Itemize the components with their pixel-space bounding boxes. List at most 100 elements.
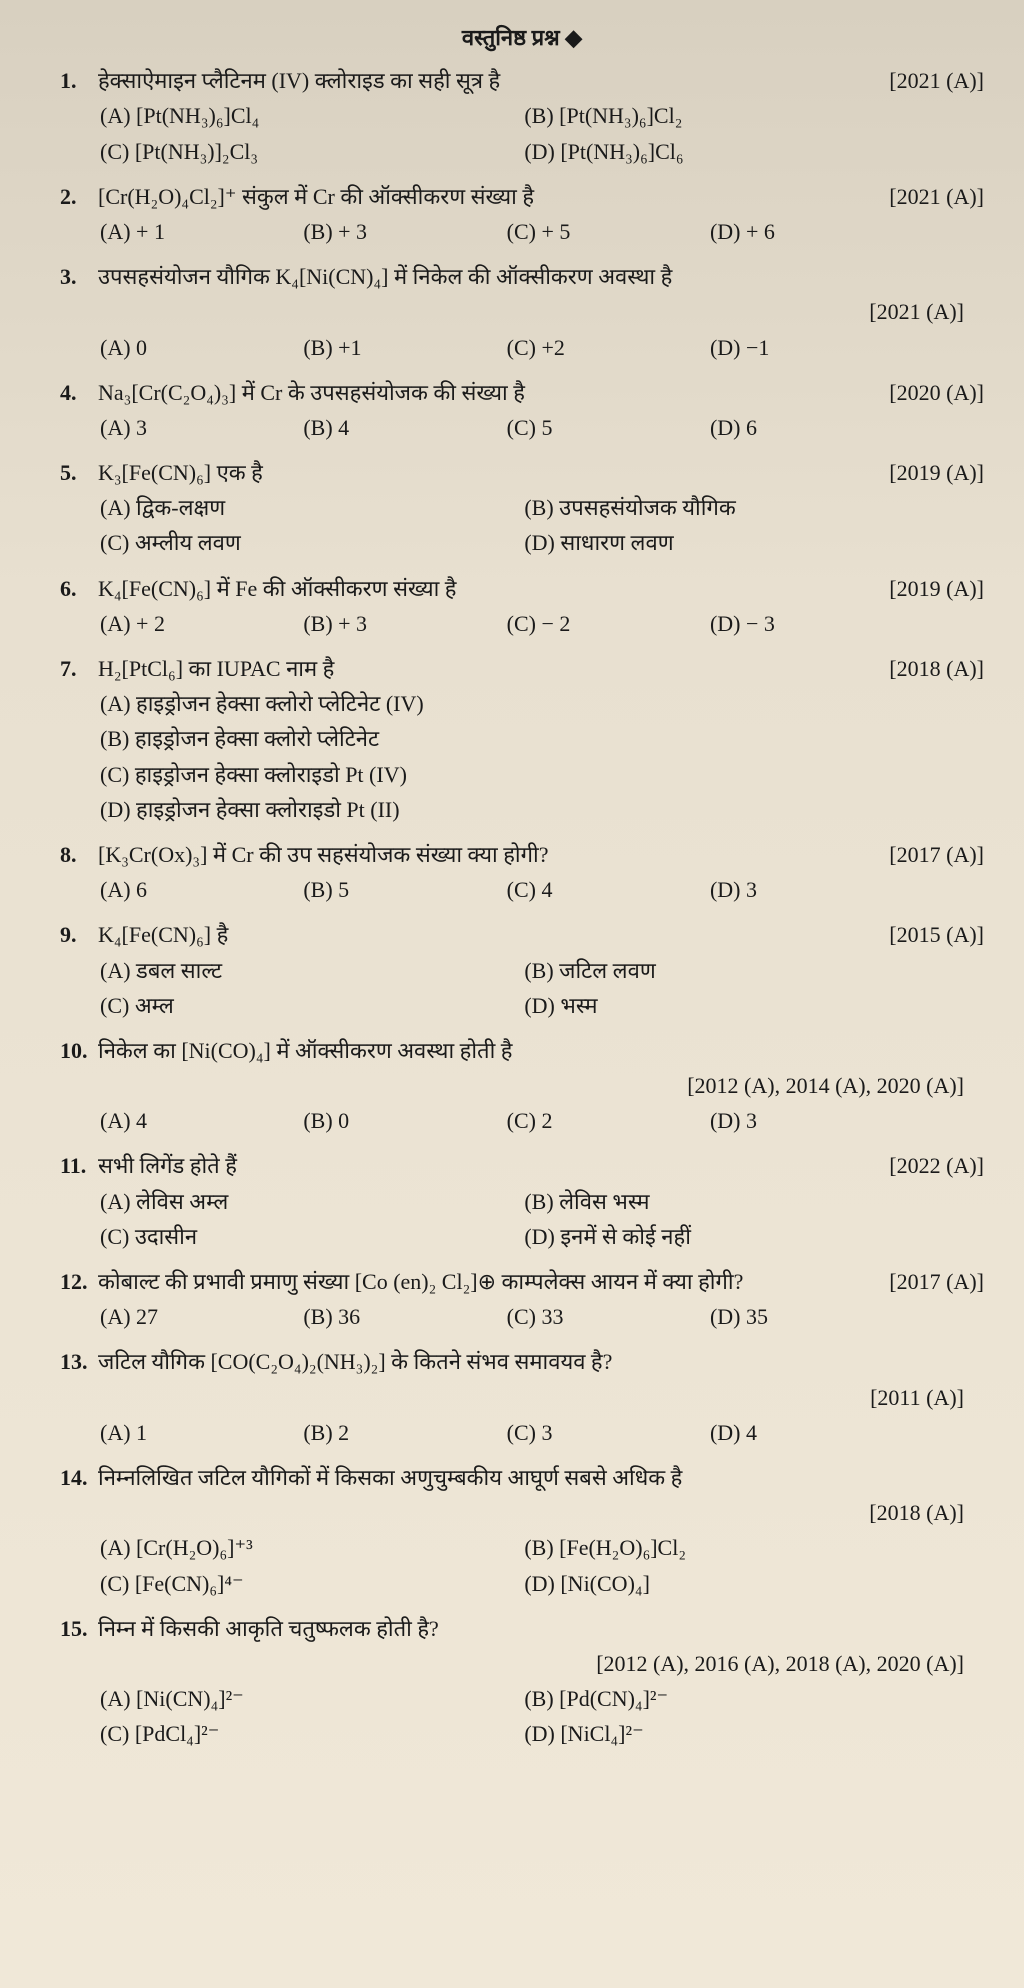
option: (B) [Pd(CN)₄]²⁻	[524, 1681, 948, 1716]
option-label: (C)	[100, 1571, 135, 1596]
option-text: 3	[136, 415, 147, 440]
option-label: (A)	[100, 958, 136, 983]
question-year: [2015 (A)]	[889, 917, 984, 952]
question-year: [2021 (A)]	[889, 63, 984, 98]
question-text-row: 1.हेक्साऐमाइन प्लैटिनम (IV) क्लोराइड का …	[60, 63, 984, 98]
question: 4.Na₃[Cr(C₂O₄)₃] में Cr के उपसहसंयोजक की…	[60, 375, 984, 445]
option: (C) [Pt(NH₃)]₂Cl₃	[100, 134, 524, 169]
option-label: (C)	[100, 139, 135, 164]
option: (B) जटिल लवण	[524, 953, 948, 988]
option-text: +1	[338, 335, 361, 360]
option: (D) हाइड्रोजन हेक्सा क्लोराइडो Pt (II)	[100, 792, 984, 827]
option: (D) साधारण लवण	[524, 525, 948, 560]
option-label: (C)	[100, 1721, 135, 1746]
option: (D) 4	[710, 1415, 913, 1450]
option: (A) [Pt(NH₃)₆]Cl₄	[100, 98, 524, 133]
options-container: (A) 0(B) +1(C) +2(D) −1	[60, 330, 984, 365]
option-label: (D)	[100, 797, 136, 822]
question: 15.निम्न में किसकी आकृति चतुष्फलक होती ह…	[60, 1611, 984, 1752]
question: 2.[Cr(H₂O)₄Cl₂]⁺ संकुल में Cr की ऑक्सीकर…	[60, 179, 984, 249]
question-text-row: 12.कोबाल्ट की प्रभावी प्रमाणु संख्या [Co…	[60, 1264, 984, 1299]
option: (A) डबल साल्ट	[100, 953, 524, 988]
options-container: (A) द्विक-लक्षण(B) उपसहसंयोजक यौगिक(C) अ…	[60, 490, 984, 560]
option: (A) द्विक-लक्षण	[100, 490, 524, 525]
option-text: [Pt(NH₃)]₂Cl₃	[135, 139, 258, 164]
option-label: (D)	[524, 1721, 560, 1746]
option: (A) + 1	[100, 214, 303, 249]
option-text: 36	[338, 1304, 360, 1329]
option-text: 2	[541, 1108, 552, 1133]
question-body: निम्नलिखित जटिल यौगिकों में किसका अणुचुम…	[98, 1460, 984, 1495]
option-text: [Pt(NH₃)₆]Cl₂	[559, 103, 682, 128]
option: (B) हाइड्रोजन हेक्सा क्लोरो प्लेटिनेट	[100, 721, 984, 756]
question-text-row: 11.सभी लिगेंड होते हैं[2022 (A)]	[60, 1148, 984, 1183]
option: (C) − 2	[507, 606, 710, 641]
question-text-row: 13.जटिल यौगिक [CO(C₂O₄)₂(NH₃)₂] के कितने…	[60, 1344, 984, 1379]
option: (B) लेविस भस्म	[524, 1184, 948, 1219]
option: (B) + 3	[303, 214, 506, 249]
option-text: − 2	[541, 611, 570, 636]
question: 11.सभी लिगेंड होते हैं[2022 (A)](A) लेवि…	[60, 1148, 984, 1254]
option: (B) +1	[303, 330, 506, 365]
options-container: (A) 4(B) 0(C) 2(D) 3	[60, 1103, 984, 1138]
question-year: [2018 (A)]	[889, 651, 984, 686]
options-container: (A) 1(B) 2(C) 3(D) 4	[60, 1415, 984, 1450]
option-label: (D)	[524, 1571, 560, 1596]
option-label: (D)	[524, 993, 560, 1018]
question-year: [2019 (A)]	[889, 455, 984, 490]
question-number: 9.	[60, 917, 90, 952]
option: (C) उदासीन	[100, 1219, 524, 1254]
option: (D) भस्म	[524, 988, 948, 1023]
question-body: K₃[Fe(CN)₆] एक है[2019 (A)]	[98, 455, 984, 490]
options-container: (A) 27(B) 36(C) 33(D) 35	[60, 1299, 984, 1334]
question: 1.हेक्साऐमाइन प्लैटिनम (IV) क्लोराइड का …	[60, 63, 984, 169]
option-text: + 6	[746, 219, 775, 244]
option-text: 5	[338, 877, 349, 902]
option-label: (D)	[710, 219, 746, 244]
exam-page: वस्तुनिष्ठ प्रश्न ◆ 1.हेक्साऐमाइन प्लैटि…	[0, 0, 1024, 1988]
question-year: [2012 (A), 2014 (A), 2020 (A)]	[60, 1068, 984, 1103]
option-text: [Cr(H₂O)₆]⁺³	[136, 1535, 253, 1560]
option: (A) [Ni(CN)₄]²⁻	[100, 1681, 524, 1716]
question-text-row: 8.[K₃Cr(Ox)₃] में Cr की उप सहसंयोजक संख्…	[60, 837, 984, 872]
option-label: (A)	[100, 691, 136, 716]
option: (A) लेविस अम्ल	[100, 1184, 524, 1219]
question: 13.जटिल यौगिक [CO(C₂O₄)₂(NH₃)₂] के कितने…	[60, 1344, 984, 1450]
question: 3.उपसहसंयोजन यौगिक K₄[Ni(CN)₄] में निकेल…	[60, 259, 984, 365]
question-text-row: 15.निम्न में किसकी आकृति चतुष्फलक होती ह…	[60, 1611, 984, 1646]
option-text: [Fe(H₂O)₆]Cl₂	[559, 1535, 686, 1560]
question: 12.कोबाल्ट की प्रभावी प्रमाणु संख्या [Co…	[60, 1264, 984, 1334]
option-label: (D)	[710, 1108, 746, 1133]
option: (D) 35	[710, 1299, 913, 1334]
question-year: [2019 (A)]	[889, 571, 984, 606]
question: 5.K₃[Fe(CN)₆] एक है[2019 (A)](A) द्विक-ल…	[60, 455, 984, 561]
option: (A) 6	[100, 872, 303, 907]
option: (C) [PdCl₄]²⁻	[100, 1716, 524, 1751]
option: (D) 3	[710, 1103, 913, 1138]
option-text: 4	[541, 877, 552, 902]
question-text-row: 5.K₃[Fe(CN)₆] एक है[2019 (A)]	[60, 455, 984, 490]
option-label: (D)	[524, 139, 560, 164]
options-container: (A) + 1(B) + 3(C) + 5(D) + 6	[60, 214, 984, 249]
question-year: [2021 (A)]	[889, 179, 984, 214]
option-label: (C)	[100, 762, 135, 787]
option-text: जटिल लवण	[559, 958, 656, 983]
option-text: [Ni(CO)₄]	[560, 1571, 650, 1596]
option: (C) +2	[507, 330, 710, 365]
option-text: 2	[338, 1420, 349, 1445]
question-body: Na₃[Cr(C₂O₄)₃] में Cr के उपसहसंयोजक की स…	[98, 375, 984, 410]
option-text: −1	[746, 335, 769, 360]
question: 8.[K₃Cr(Ox)₃] में Cr की उप सहसंयोजक संख्…	[60, 837, 984, 907]
option-label: (B)	[524, 1686, 559, 1711]
options-container: (A) 3(B) 4(C) 5(D) 6	[60, 410, 984, 445]
option: (D) [Ni(CO)₄]	[524, 1566, 948, 1601]
question-year: [2021 (A)]	[60, 294, 984, 329]
option: (C) 5	[507, 410, 710, 445]
question: 9.K₄[Fe(CN)₆] है[2015 (A)](A) डबल साल्ट(…	[60, 917, 984, 1023]
option-label: (C)	[507, 335, 542, 360]
question-body: सभी लिगेंड होते हैं[2022 (A)]	[98, 1148, 984, 1183]
question-number: 6.	[60, 571, 90, 606]
option-label: (C)	[507, 415, 542, 440]
question-body: उपसहसंयोजन यौगिक K₄[Ni(CN)₄] में निकेल क…	[98, 259, 984, 294]
option: (C) [Fe(CN)₆]⁴⁻	[100, 1566, 524, 1601]
